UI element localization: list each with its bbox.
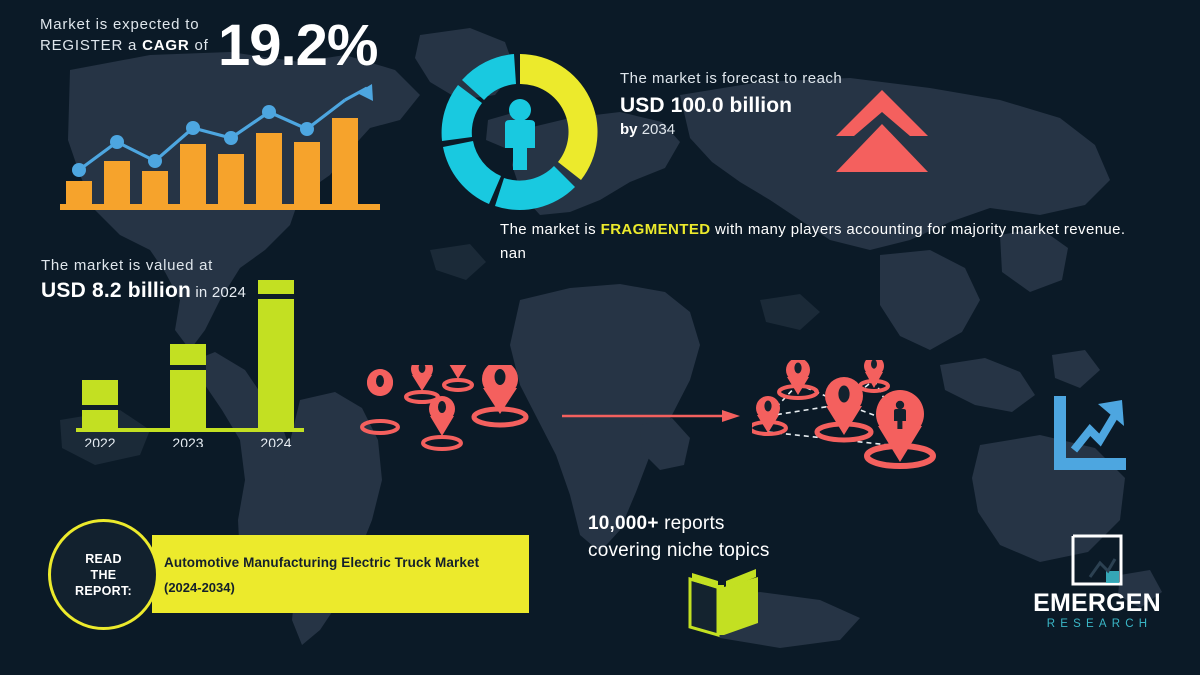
growth-chart-bars	[66, 118, 358, 207]
donut-slice-4	[441, 85, 482, 141]
tick-label-2023: 2023	[172, 435, 203, 447]
reports-count: 10,000+	[588, 513, 659, 534]
person-icon	[505, 99, 535, 170]
market-value-amount: USD 8.2 billion	[41, 279, 192, 302]
reports-line1-rest: reports	[658, 513, 725, 534]
reports-line2: covering niche topics	[588, 540, 770, 561]
market-value-year: in 2024	[191, 284, 247, 301]
emergen-research-logo: EMERGEN RESEARCH	[1022, 533, 1172, 643]
market-share-donut	[441, 54, 598, 211]
read-report-badge[interactable]: READ THE REPORT:	[48, 519, 159, 630]
cagr-caption-line2: REGISTER a CAGR of	[40, 35, 260, 56]
logo-subtext: RESEARCH	[1046, 618, 1153, 630]
market-value-tick-labels: 2022 2023 2024	[84, 435, 291, 447]
fragmentation-highlight: FRAGMENTED	[600, 221, 711, 238]
forecast-year: 2034	[641, 121, 676, 138]
double-chevron-up-icon	[836, 90, 928, 172]
cagr-value: 19.2%	[218, 13, 378, 78]
forecast-year-line: by 2034	[620, 119, 870, 140]
logo-wordmark: EMERGEN	[1033, 589, 1161, 617]
bar-2023	[170, 344, 206, 430]
cagr-caption-pre: REGISTER a	[40, 37, 143, 54]
growth-chart-arrow	[344, 84, 373, 102]
donut-slice-leading	[520, 54, 598, 180]
forecast-caption-line1: The market is forecast to reach	[620, 70, 843, 87]
reports-caption: 10,000+ reports covering niche topics	[588, 510, 888, 564]
cagr-caption-post: of	[189, 37, 209, 54]
cagr-caption-bold: CAGR	[142, 37, 190, 54]
report-period: (2024-2034)	[164, 580, 235, 595]
growth-chart-points	[72, 105, 314, 177]
cagr-growth-chart	[60, 84, 380, 210]
fragmentation-post: with many players accounting for majorit…	[500, 221, 1126, 262]
bar-2022	[82, 380, 118, 430]
cagr-caption: Market is expected to REGISTER a CAGR of	[40, 14, 260, 56]
open-book-icon	[688, 569, 758, 637]
donut-slice-2	[495, 166, 575, 211]
tick-label-2024: 2024	[260, 435, 291, 447]
read-report-label: READ THE REPORT:	[75, 551, 132, 598]
trending-up-icon	[1054, 396, 1126, 470]
logo-square-icon	[1070, 533, 1124, 587]
map-pin-network-icon	[752, 360, 936, 469]
forecast-caption: The market is forecast to reach USD 100.…	[620, 68, 870, 140]
market-value-line1: The market is valued at	[41, 257, 214, 274]
map-pin-cluster-icon	[360, 365, 529, 451]
tick-label-2022: 2022	[84, 435, 115, 447]
forecast-value: USD 100.0 billion	[620, 94, 793, 117]
donut-slice-3	[443, 141, 501, 204]
market-value-axis	[76, 428, 304, 432]
market-value-line2: USD 8.2 billion in 2024	[41, 277, 341, 307]
donut-slice-5	[462, 54, 516, 100]
fragmentation-pre: The market is	[500, 221, 601, 238]
right-arrow-icon	[562, 410, 740, 422]
market-value-chart: 2022 2023 2024	[76, 280, 304, 447]
read-report-banner[interactable]: Automotive Manufacturing Electric Truck …	[152, 535, 529, 613]
market-value-bars	[82, 280, 294, 430]
cagr-caption-line1: Market is expected to	[40, 16, 200, 33]
fragmentation-statement: The market is FRAGMENTED with many playe…	[500, 218, 1140, 266]
growth-chart-axis	[60, 204, 380, 210]
reports-line1: 10,000+ reports	[588, 510, 888, 537]
forecast-by-label: by	[620, 121, 638, 138]
market-value-caption: The market is valued at USD 8.2 billion …	[41, 255, 341, 307]
bar-2024	[258, 280, 294, 430]
report-title: Automotive Manufacturing Electric Truck …	[164, 555, 480, 570]
